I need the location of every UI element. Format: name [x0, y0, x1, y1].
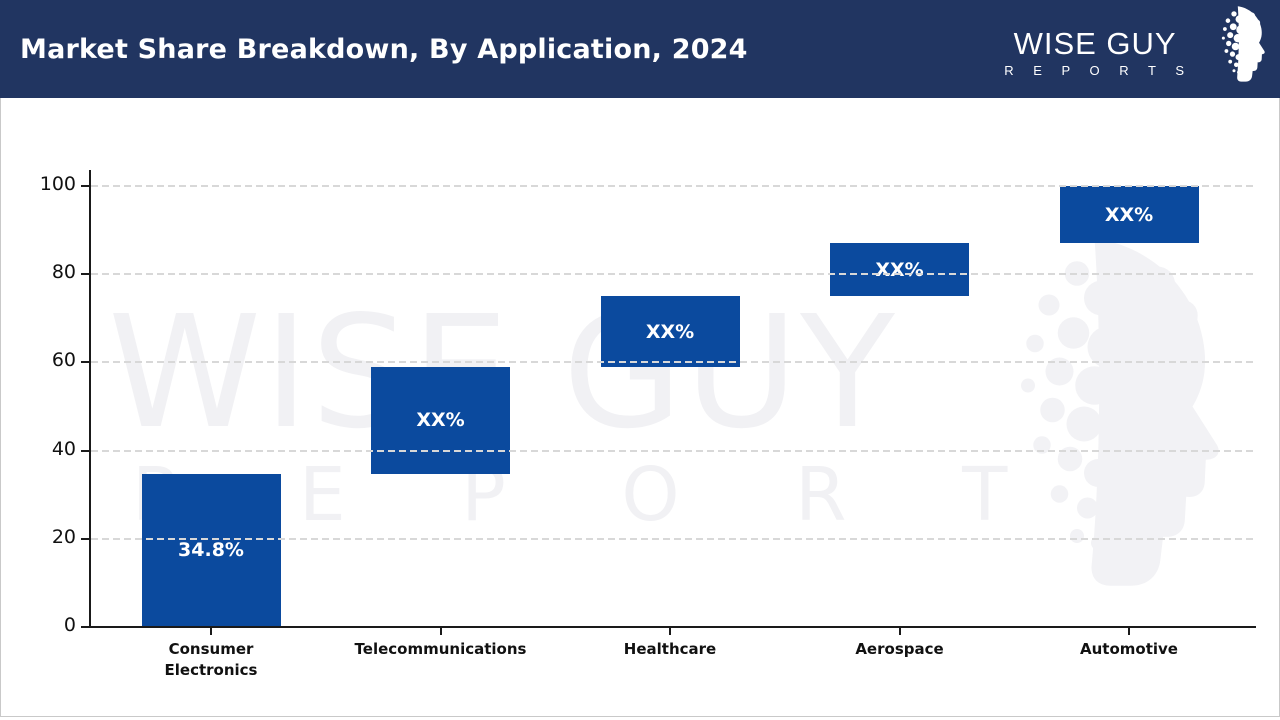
x-tick-2: [669, 628, 671, 635]
wise-guy-logo: WISE GUY R E P O R T S: [998, 4, 1272, 89]
logo-head-icon: [1221, 6, 1265, 82]
y-tick-label-40: 40: [51, 437, 76, 460]
bar-value-label: XX%: [875, 258, 924, 281]
x-category-label: Aerospace: [855, 640, 944, 658]
gridline-y-60: [91, 361, 1255, 364]
gridline-y-20: [91, 537, 1255, 540]
logo-subtext: R E P O R T S: [1004, 62, 1192, 78]
y-tick-40: [81, 449, 89, 452]
y-tick-20: [81, 537, 89, 540]
bar-consumer-electronics: 34.8%: [141, 473, 281, 627]
gridline-y-40: [91, 449, 1255, 452]
x-category-label: Healthcare: [623, 640, 717, 658]
watermark-subtext: R E P O R T S: [132, 452, 1216, 538]
x-tick-4: [1128, 628, 1130, 635]
bar-healthcare: XX%: [600, 296, 740, 367]
y-tick-80: [81, 273, 89, 276]
y-tick-label-0: 0: [63, 614, 76, 636]
y-tick-label-80: 80: [51, 261, 76, 284]
x-tick-1: [439, 628, 442, 635]
x-axis-line: [89, 626, 1256, 628]
header-bar: Market Share Breakdown, By Application, …: [0, 0, 1280, 98]
y-tick-60: [81, 361, 89, 364]
y-tick-label-60: 60: [51, 349, 76, 372]
x-tick-0: [210, 628, 212, 635]
logo-text: WISE GUY R E P O R T S: [998, 26, 1192, 78]
x-tick-3: [898, 628, 901, 635]
bar-value-label: XX%: [645, 320, 695, 343]
bar-telecommunications: XX%: [371, 366, 510, 474]
bar-aerospace: XX%: [830, 243, 969, 297]
gridline-y-80: [91, 273, 1255, 276]
bar-value-label: 34.8%: [178, 539, 244, 562]
y-axis-line: [89, 170, 91, 628]
x-category-label: Telecommunications: [354, 640, 527, 658]
bar-automotive: XX%: [1059, 186, 1199, 244]
gridline-y-100: [91, 185, 1255, 187]
y-tick-100: [81, 185, 89, 187]
y-tick-label-20: 20: [51, 525, 76, 548]
x-category-label: Consumer Electronics: [164, 640, 258, 679]
y-tick-label-100: 100: [39, 173, 76, 195]
bar-value-label: XX%: [1104, 203, 1154, 226]
x-category-label: Automotive: [1080, 640, 1178, 658]
logo-wordmark: WISE GUY: [1013, 25, 1177, 61]
bar-value-label: XX%: [416, 409, 465, 432]
y-tick-0: [81, 626, 89, 628]
chart-title: Market Share Breakdown, By Application, …: [20, 33, 748, 65]
